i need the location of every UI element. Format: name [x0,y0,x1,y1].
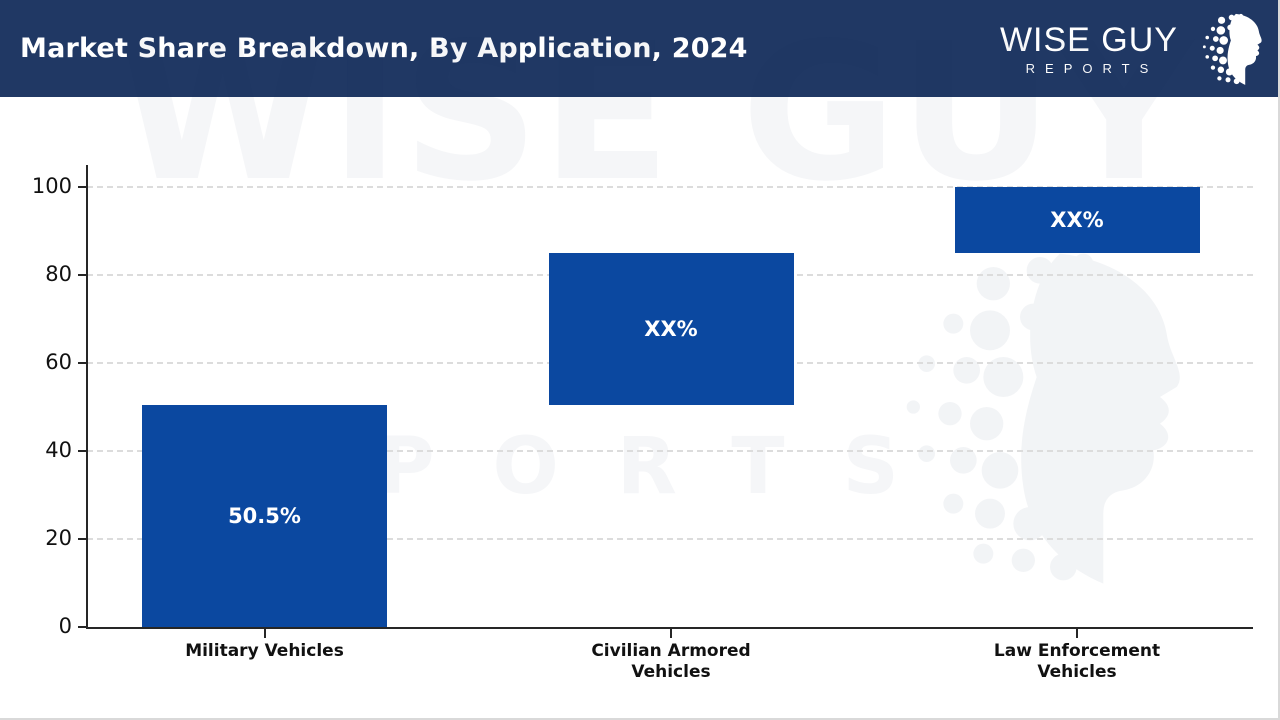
gridline-40 [87,450,1253,452]
y-tick-60 [78,362,87,364]
wise-guy-reports-logo: WISE GUY REPORTS [1000,9,1266,89]
x-axis [86,627,1253,629]
bar-2: XX% [548,253,794,405]
x-tick-3 [1076,629,1078,638]
bar-3: XX% [954,187,1200,253]
x-category-label-1: Military Vehicles [185,641,344,661]
y-tick-80 [78,274,87,276]
gridline-100 [87,186,1253,188]
x-category-label-3: Law Enforcement Vehicles [993,641,1161,682]
y-tick-label-0: 0 [58,614,72,638]
y-tick-0 [78,626,87,628]
y-tick-label-80: 80 [45,262,72,286]
y-tick-100 [78,186,87,188]
bar-value-label-1: 50.5% [228,503,301,528]
x-tick-2 [670,629,672,638]
watermark-head-icon [906,253,1180,584]
header-banner: Market Share Breakdown, By Application, … [0,0,1278,97]
x-tick-1 [263,629,266,638]
bar-1: 50.5% [142,404,387,627]
bar-value-label-2: XX% [644,316,698,341]
dotted-head-icon [1202,13,1262,85]
y-tick-40 [78,450,87,452]
logo-text: WISE GUY REPORTS [1000,23,1178,75]
page-title: Market Share Breakdown, By Application, … [20,33,748,64]
logo-wordmark: WISE GUY [999,20,1178,59]
bar-value-label-3: XX% [1050,208,1104,232]
y-tick-label-40: 40 [45,438,72,462]
y-axis [86,165,88,629]
y-tick-label-60: 60 [45,350,72,374]
y-tick-20 [78,538,87,540]
x-category-label-2: Civilian Armored Vehicles [591,641,751,682]
logo-subtitle: REPORTS [1025,60,1159,76]
y-tick-label-100: 100 [31,174,72,198]
y-tick-label-20: 20 [45,526,72,550]
gridline-20 [87,538,1253,540]
